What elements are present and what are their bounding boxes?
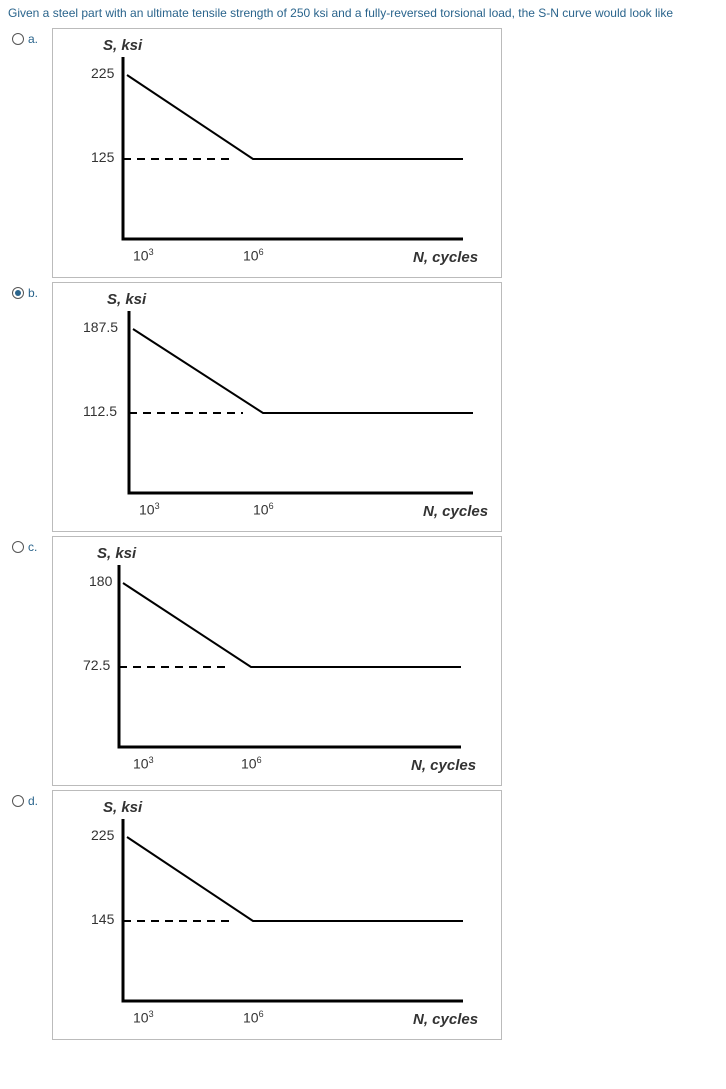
option-letter: c. <box>28 536 52 554</box>
radio-cell <box>8 282 28 299</box>
question-text: Given a steel part with an ultimate tens… <box>8 4 718 26</box>
option-row: a. S, ksi 225 125 103 106 N, cycles <box>8 26 718 280</box>
option-letter: a. <box>28 28 52 46</box>
option-row: b. S, ksi 187.5 112.5 103 106 N, cycles <box>8 280 718 534</box>
chart-cell: S, ksi 225 145 103 106 N, cycles <box>52 790 502 1040</box>
radio-d[interactable] <box>12 795 24 807</box>
radio-b[interactable] <box>12 287 24 299</box>
chart-svg <box>53 29 503 279</box>
option-row: c. S, ksi 180 72.5 103 106 N, cycles <box>8 534 718 788</box>
radio-cell <box>8 790 28 807</box>
chart-cell: S, ksi 180 72.5 103 106 N, cycles <box>52 536 502 786</box>
option-letter: b. <box>28 282 52 300</box>
sn-curve-a: S, ksi 225 125 103 106 N, cycles <box>52 28 502 278</box>
sn-curve-d: S, ksi 225 145 103 106 N, cycles <box>52 790 502 1040</box>
sn-curve-c: S, ksi 180 72.5 103 106 N, cycles <box>52 536 502 786</box>
chart-svg <box>53 283 503 533</box>
radio-cell <box>8 536 28 553</box>
radio-c[interactable] <box>12 541 24 553</box>
sn-curve-b: S, ksi 187.5 112.5 103 106 N, cycles <box>52 282 502 532</box>
radio-cell <box>8 28 28 45</box>
chart-cell: S, ksi 225 125 103 106 N, cycles <box>52 28 502 278</box>
option-row: d. S, ksi 225 145 103 106 N, cycles <box>8 788 718 1042</box>
radio-a[interactable] <box>12 33 24 45</box>
chart-cell: S, ksi 187.5 112.5 103 106 N, cycles <box>52 282 502 532</box>
chart-svg <box>53 537 503 787</box>
options-container: a. S, ksi 225 125 103 106 N, cycles b. <box>8 26 718 1042</box>
option-letter: d. <box>28 790 52 808</box>
chart-svg <box>53 791 503 1041</box>
